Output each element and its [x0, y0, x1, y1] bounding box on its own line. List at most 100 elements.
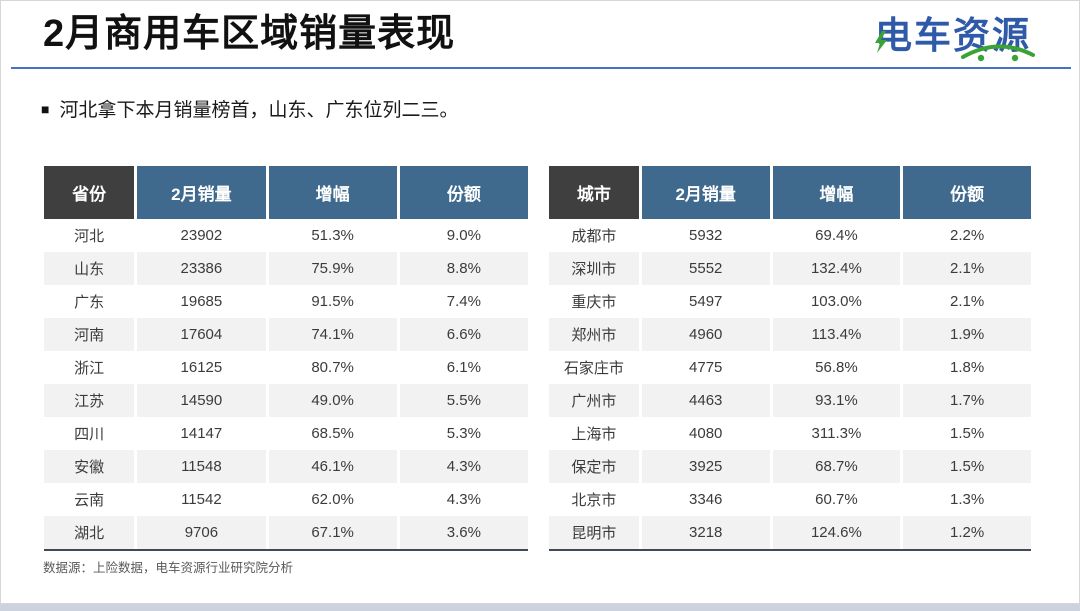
- table-row: 石家庄市 4775 56.8% 1.8%: [549, 351, 1031, 384]
- table-cell: 四川: [44, 417, 135, 450]
- table-row: 成都市 5932 69.4% 2.2%: [549, 219, 1031, 252]
- table-bottom-border: [44, 549, 528, 551]
- logo: 电 车 资 源: [875, 17, 1035, 62]
- table-cell: 4.3%: [399, 450, 528, 483]
- table-cell: 5552: [641, 252, 770, 285]
- table-cell: 广州市: [549, 384, 639, 417]
- lightning-icon: [875, 31, 887, 53]
- table-cell: 19685: [137, 285, 266, 318]
- table-cell: 3.6%: [399, 516, 528, 549]
- table-cell: 保定市: [549, 450, 639, 483]
- table-cell: 1.5%: [903, 450, 1031, 483]
- table-row: 山东 23386 75.9% 8.8%: [44, 252, 528, 285]
- table-cell: 1.9%: [903, 318, 1031, 351]
- table-cell: 56.8%: [772, 351, 901, 384]
- table-cell: 广东: [44, 285, 135, 318]
- table-cell: 上海市: [549, 417, 639, 450]
- table-cell: 74.1%: [268, 318, 397, 351]
- table-cell: 4463: [641, 384, 770, 417]
- table-cell: 1.8%: [903, 351, 1031, 384]
- table-bottom-border: [549, 549, 1031, 551]
- table-cell: 75.9%: [268, 252, 397, 285]
- table-cell: 5497: [641, 285, 770, 318]
- table-cell: 23386: [137, 252, 266, 285]
- table-row: 郑州市 4960 113.4% 1.9%: [549, 318, 1031, 351]
- column-header: 增幅: [268, 166, 397, 219]
- table-cell: 49.0%: [268, 384, 397, 417]
- table-cell: 5.5%: [399, 384, 528, 417]
- title-underline: [11, 67, 1071, 69]
- table-cell: 昆明市: [549, 516, 639, 549]
- table-cell: 5.3%: [399, 417, 528, 450]
- table-cell: 93.1%: [772, 384, 901, 417]
- city-table: 城市 2月销量 增幅 份额 成都市 5932 69.4% 2.2% 深圳市 5552 132.4% 2…: [546, 166, 1034, 551]
- table-cell: 2.1%: [903, 285, 1031, 318]
- table-cell: 4.3%: [399, 483, 528, 516]
- table-row: 重庆市 5497 103.0% 2.1%: [549, 285, 1031, 318]
- bottom-strip: [1, 603, 1079, 604]
- table-cell: 17604: [137, 318, 266, 351]
- bullet-marker: ■: [41, 100, 50, 117]
- table-cell: 2.1%: [903, 252, 1031, 285]
- table-row: 安徽 11548 46.1% 4.3%: [44, 450, 528, 483]
- table-cell: 132.4%: [772, 252, 901, 285]
- table-cell: 5932: [641, 219, 770, 252]
- column-header: 2月销量: [641, 166, 770, 219]
- table-row: 广东 19685 91.5% 7.4%: [44, 285, 528, 318]
- table-cell: 6.6%: [399, 318, 528, 351]
- column-header: 城市: [549, 166, 639, 219]
- header-row: 省份 2月销量 增幅 份额: [44, 166, 528, 219]
- table-cell: 安徽: [44, 450, 135, 483]
- table-cell: 60.7%: [772, 483, 901, 516]
- table-cell: 3346: [641, 483, 770, 516]
- table-cell: 重庆市: [549, 285, 639, 318]
- table-cell: 郑州市: [549, 318, 639, 351]
- table-cell: 2.2%: [903, 219, 1031, 252]
- table-cell: 68.5%: [268, 417, 397, 450]
- table-cell: 9.0%: [399, 219, 528, 252]
- column-header: 省份: [44, 166, 135, 219]
- table-cell: 67.1%: [268, 516, 397, 549]
- table-cell: 云南: [44, 483, 135, 516]
- table-row: 云南 11542 62.0% 4.3%: [44, 483, 528, 516]
- table-cell: 124.6%: [772, 516, 901, 549]
- bullet-line: ■ 河北拿下本月销量榜首，山东、广东位列二三。: [41, 95, 458, 122]
- table-row: 上海市 4080 311.3% 1.5%: [549, 417, 1031, 450]
- table-cell: 河北: [44, 219, 135, 252]
- table-cell: 北京市: [549, 483, 639, 516]
- table-cell: 23902: [137, 219, 266, 252]
- table-cell: 9706: [137, 516, 266, 549]
- table-cell: 14147: [137, 417, 266, 450]
- province-sales-table: 省份 2月销量 增幅 份额 河北 23902 51.3% 9.0% 山东 23386 75.9% 8.…: [41, 166, 531, 549]
- table-row: 昆明市 3218 124.6% 1.2%: [549, 516, 1031, 549]
- table-row: 保定市 3925 68.7% 1.5%: [549, 450, 1031, 483]
- table-cell: 4775: [641, 351, 770, 384]
- table-row: 湖北 9706 67.1% 3.6%: [44, 516, 528, 549]
- table-cell: 68.7%: [772, 450, 901, 483]
- table-cell: 14590: [137, 384, 266, 417]
- table-cell: 113.4%: [772, 318, 901, 351]
- column-header: 份额: [903, 166, 1031, 219]
- column-header: 2月销量: [137, 166, 266, 219]
- table-cell: 1.7%: [903, 384, 1031, 417]
- table-cell: 3218: [641, 516, 770, 549]
- table-cell: 11548: [137, 450, 266, 483]
- table-row: 河南 17604 74.1% 6.6%: [44, 318, 528, 351]
- table-cell: 山东: [44, 252, 135, 285]
- table-cell: 成都市: [549, 219, 639, 252]
- table-cell: 1.3%: [903, 483, 1031, 516]
- column-header: 份额: [399, 166, 528, 219]
- table-cell: 4960: [641, 318, 770, 351]
- table-cell: 河南: [44, 318, 135, 351]
- source-note: 数据源：上险数据，电车资源行业研究院分析: [43, 561, 294, 575]
- city-sales-table: 城市 2月销量 增幅 份额 成都市 5932 69.4% 2.2% 深圳市 5552 132.4% 2…: [546, 166, 1034, 549]
- table-cell: 62.0%: [268, 483, 397, 516]
- table-cell: 6.1%: [399, 351, 528, 384]
- table-cell: 69.4%: [772, 219, 901, 252]
- table-cell: 石家庄市: [549, 351, 639, 384]
- table-cell: 7.4%: [399, 285, 528, 318]
- header-row: 城市 2月销量 增幅 份额: [549, 166, 1031, 219]
- table-row: 广州市 4463 93.1% 1.7%: [549, 384, 1031, 417]
- table-cell: 浙江: [44, 351, 135, 384]
